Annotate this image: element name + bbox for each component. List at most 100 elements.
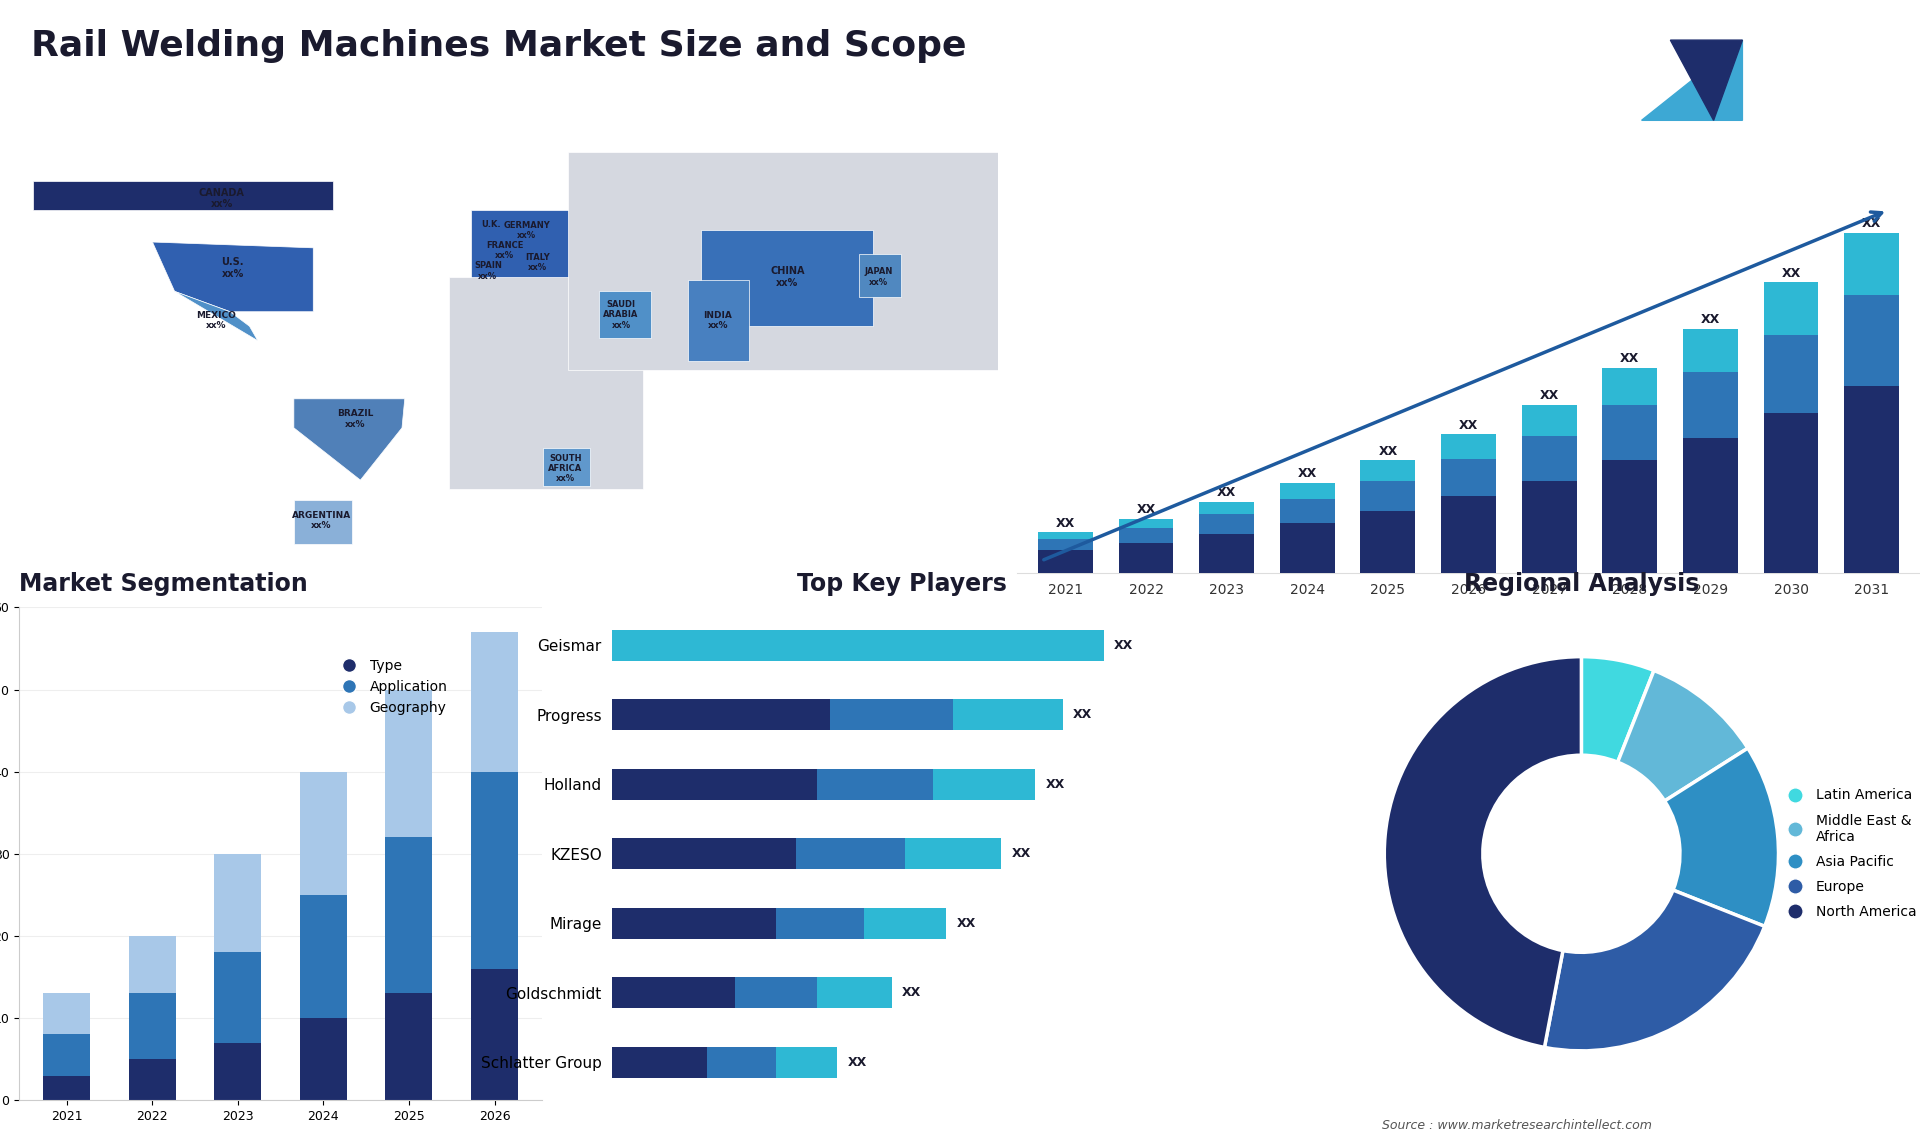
Text: BRAZIL
xx%: BRAZIL xx% (336, 409, 372, 429)
Text: CHINA
xx%: CHINA xx% (770, 266, 804, 288)
Text: XX: XX (1379, 445, 1398, 457)
Polygon shape (449, 277, 643, 489)
Polygon shape (152, 242, 313, 312)
Wedge shape (1665, 748, 1778, 926)
Bar (1764, 282, 1818, 336)
Bar (470, 771, 518, 968)
Text: GERMANY
xx%: GERMANY xx% (503, 221, 551, 241)
Text: XX: XX (1782, 267, 1801, 280)
Text: XX: XX (1137, 503, 1156, 516)
Text: U.K.: U.K. (480, 220, 501, 229)
Bar (300, 895, 348, 1018)
Bar (1603, 368, 1657, 406)
Legend: Type, Application, Geography: Type, Application, Geography (330, 653, 453, 721)
Bar (1442, 434, 1496, 460)
Polygon shape (294, 399, 405, 480)
Polygon shape (568, 152, 998, 370)
Text: SAUDI
ARABIA
xx%: SAUDI ARABIA xx% (603, 300, 639, 330)
Bar (42, 1075, 90, 1100)
Bar (300, 771, 348, 895)
Text: XX: XX (1620, 352, 1640, 366)
Bar (215, 952, 261, 1043)
Text: XX: XX (1862, 217, 1882, 230)
Text: XX: XX (1540, 390, 1559, 402)
Bar (1119, 528, 1173, 542)
Bar (1361, 461, 1415, 480)
Polygon shape (860, 253, 900, 297)
Bar (1523, 435, 1576, 480)
Text: CANADA
xx%: CANADA xx% (200, 188, 244, 210)
Bar (1845, 295, 1899, 386)
Text: XX: XX (902, 987, 922, 999)
Text: XX: XX (1073, 708, 1092, 721)
Title: Top Key Players: Top Key Players (797, 572, 1006, 596)
Bar (776, 908, 864, 939)
Text: ITALY
xx%: ITALY xx% (526, 252, 551, 272)
Polygon shape (1642, 40, 1741, 120)
Text: XX: XX (1298, 468, 1317, 480)
Bar (1200, 502, 1254, 515)
Text: Source : www.marketresearchintellect.com: Source : www.marketresearchintellect.com (1382, 1120, 1653, 1132)
Bar (1845, 233, 1899, 295)
Bar (612, 838, 797, 870)
Bar (1442, 496, 1496, 573)
Wedge shape (1544, 890, 1764, 1051)
Bar (1442, 460, 1496, 496)
Polygon shape (543, 448, 591, 486)
Bar (42, 994, 90, 1035)
Bar (1119, 542, 1173, 573)
Text: U.S.
xx%: U.S. xx% (221, 258, 244, 278)
Bar (612, 699, 829, 730)
Bar (864, 908, 947, 939)
Text: Market Segmentation: Market Segmentation (19, 572, 307, 596)
Bar (129, 936, 175, 994)
Bar (1684, 438, 1738, 573)
Bar (1361, 511, 1415, 573)
Bar (954, 699, 1062, 730)
Bar (1119, 519, 1173, 528)
Bar (816, 978, 891, 1008)
Bar (933, 769, 1035, 800)
Bar (1603, 461, 1657, 573)
Bar (707, 1046, 776, 1077)
Text: XX: XX (1114, 639, 1133, 652)
Bar (612, 908, 776, 939)
Bar (1603, 406, 1657, 461)
Bar (1764, 336, 1818, 413)
Bar (300, 1018, 348, 1100)
Bar (776, 1046, 837, 1077)
Polygon shape (687, 280, 749, 361)
Bar (829, 699, 954, 730)
Bar (906, 838, 1000, 870)
Wedge shape (1384, 657, 1582, 1047)
Text: SOUTH
AFRICA
xx%: SOUTH AFRICA xx% (549, 454, 582, 484)
Bar (797, 838, 906, 870)
Bar (1281, 482, 1334, 499)
Text: XX: XX (956, 917, 975, 929)
Text: MEXICO
xx%: MEXICO xx% (196, 311, 236, 330)
Text: XX: XX (1046, 778, 1066, 791)
Bar (1764, 413, 1818, 573)
Bar (386, 838, 432, 994)
Legend: Latin America, Middle East &
Africa, Asia Pacific, Europe, North America: Latin America, Middle East & Africa, Asi… (1776, 783, 1920, 925)
Bar (1361, 480, 1415, 511)
Bar (612, 769, 816, 800)
Bar (816, 769, 933, 800)
Text: XX: XX (1701, 313, 1720, 325)
Bar (386, 690, 432, 838)
Bar (386, 994, 432, 1100)
Bar (1200, 515, 1254, 534)
Polygon shape (470, 210, 611, 283)
Bar (1039, 540, 1092, 550)
Bar (1039, 550, 1092, 573)
Title: Regional Analysis: Regional Analysis (1463, 572, 1699, 596)
Bar (129, 1059, 175, 1100)
Bar (215, 1043, 261, 1100)
Wedge shape (1619, 670, 1747, 801)
Text: Rail Welding Machines Market Size and Scope: Rail Welding Machines Market Size and Sc… (31, 29, 966, 63)
Bar (612, 978, 735, 1008)
Bar (215, 854, 261, 952)
Bar (612, 1046, 707, 1077)
Text: XX: XX (847, 1055, 866, 1068)
Bar (1039, 533, 1092, 540)
